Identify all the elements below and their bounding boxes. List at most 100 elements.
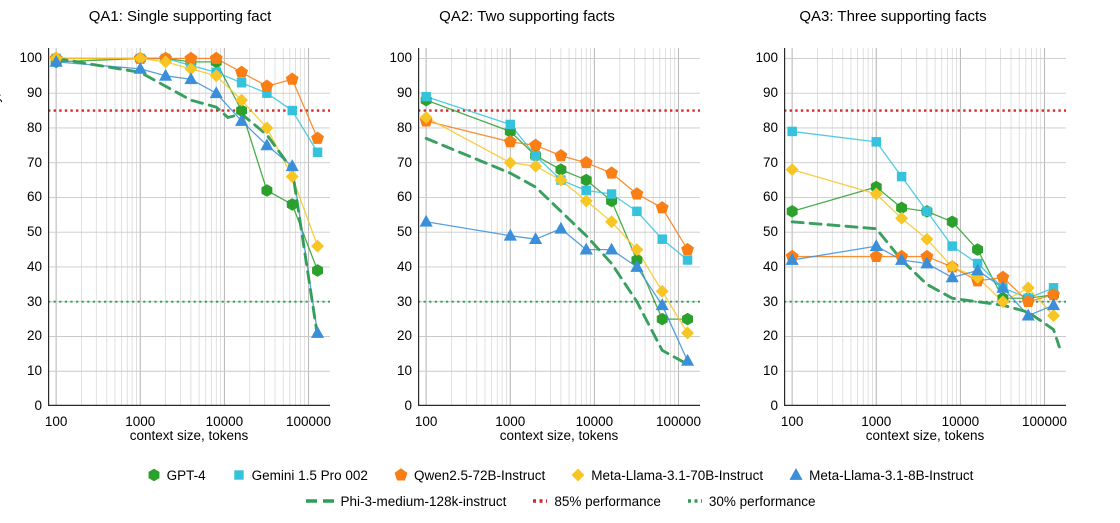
x-axis-label-qa3: context size, tokens <box>865 428 985 443</box>
y-tick-label: 90 <box>26 85 42 101</box>
series-markers <box>785 239 1061 321</box>
series-line <box>425 221 689 362</box>
y-tick-label: 30 <box>396 293 412 309</box>
y-tick-label: 60 <box>762 189 778 205</box>
series-markers <box>49 54 325 338</box>
series-line <box>791 169 1055 317</box>
x-tick-label: 1000 <box>495 414 526 429</box>
y-tick-label: 10 <box>26 363 42 379</box>
legend-label: GPT-4 <box>166 467 206 483</box>
y-tick-label: 40 <box>26 258 42 274</box>
x-axis-label-qa2: context size, tokens <box>499 428 619 443</box>
pentagon-icon <box>394 468 408 481</box>
legend-item-meta-llama-3-1-8b-instruct[interactable]: Meta-Llama-3.1-8B-Instruct <box>789 468 973 483</box>
panel-qa1: QA1: Single supporting fact accuracy, % … <box>0 0 360 455</box>
dotted-line-icon <box>533 499 548 503</box>
square-icon <box>233 470 244 480</box>
series-line <box>790 220 1061 349</box>
legend-item-qwen2-5-72b-instruct[interactable]: Qwen2.5-72B-Instruct <box>394 468 545 483</box>
y-tick-label: 70 <box>26 154 42 170</box>
grid-major-x <box>55 48 310 406</box>
plot-area-qa1: 0 10 20 30 40 50 60 70 80 90 100 100 1000 10000 100000 <box>19 48 331 428</box>
y-tick-label: 50 <box>396 224 412 240</box>
y-tick-label: 80 <box>26 119 42 135</box>
legend-item-85-performance[interactable]: 85% performance <box>532 494 661 509</box>
x-tick-label: 100000 <box>1021 414 1068 429</box>
x-tick-label: 100000 <box>285 414 332 429</box>
y-tick-label: 100 <box>19 50 42 66</box>
series-markers <box>786 180 1059 305</box>
legend-label: Meta-Llama-3.1-8B-Instruct <box>809 467 974 483</box>
plot-area-qa3: 0 10 20 30 40 50 60 70 80 90 100 100 1000 10000 100000 <box>755 48 1067 428</box>
y-tick-label: 0 <box>34 398 42 413</box>
y-tick-label: 20 <box>396 328 412 344</box>
legend-label: Phi-3-medium-128k-instruct <box>340 493 507 509</box>
legend-row-primary: GPT-4 Gemini 1.5 Pro 002 Qwen2.5-72B-Instr… <box>0 462 1120 488</box>
series-markers <box>419 111 695 340</box>
panel-qa3: QA3: Three supporting facts context size… <box>736 0 1096 455</box>
x-tick-label: 100 <box>44 414 68 429</box>
panel-qa1-title: QA1: Single supporting fact <box>88 8 272 25</box>
y-tick-label: 100 <box>755 50 778 66</box>
y-tick-label: 60 <box>396 189 412 205</box>
y-tick-label: 30 <box>26 293 42 309</box>
y-tick-label: 100 <box>389 50 412 66</box>
legend-item-gpt-4[interactable]: GPT-4 <box>147 468 206 483</box>
grid-major-x <box>425 48 680 406</box>
panel-qa3-title: QA3: Three supporting facts <box>799 8 987 25</box>
triangle-icon <box>789 468 803 480</box>
x-tick-label: 1000 <box>125 414 156 429</box>
series-markers <box>419 214 695 366</box>
y-tick-label: 70 <box>396 154 412 170</box>
y-tick-label: 60 <box>26 189 42 205</box>
y-tick-label: 10 <box>762 363 778 379</box>
grid-minor <box>425 48 679 406</box>
y-tick-label: 50 <box>26 224 42 240</box>
y-tick-label: 90 <box>396 85 412 101</box>
x-axis-label-qa1: context size, tokens <box>129 428 249 443</box>
legend-label: Qwen2.5-72B-Instruct <box>413 467 546 483</box>
series-line <box>425 116 689 334</box>
y-tick-label: 0 <box>770 398 778 413</box>
series-line <box>424 136 689 366</box>
x-tick-label: 100 <box>414 414 438 429</box>
panel-qa2-title: QA2: Two supporting facts <box>439 8 615 25</box>
x-tick-label: 10000 <box>941 414 980 429</box>
y-tick-label: 80 <box>396 119 412 135</box>
y-tick-label: 90 <box>762 85 778 101</box>
y-tick-label: 50 <box>762 224 778 240</box>
y-tick-label: 10 <box>396 363 412 379</box>
y-tick-label: 70 <box>762 154 778 170</box>
legend-label: 30% performance <box>708 493 816 509</box>
dashed-line-icon <box>305 499 334 503</box>
legend-label: Meta-Llama-3.1-70B-Instruct <box>591 467 764 483</box>
series-markers <box>50 52 323 277</box>
series-line <box>54 56 319 338</box>
legend-row-reference: Phi-3-medium-128k-instruct 85% performanc… <box>0 488 1120 514</box>
diamond-icon <box>571 468 585 482</box>
legend-item-meta-llama-3-1-70b-instruct[interactable]: Meta-Llama-3.1-70B-Instruct <box>571 468 763 483</box>
legend: GPT-4 Gemini 1.5 Pro 002 Qwen2.5-72B-Instr… <box>0 462 1120 520</box>
hexagon-icon <box>148 468 160 482</box>
y-tick-label: 80 <box>762 119 778 135</box>
legend-item-phi-3-medium-128k-instruct[interactable]: Phi-3-medium-128k-instruct <box>305 493 507 509</box>
y-tick-label: 40 <box>762 258 778 274</box>
grid-minor <box>55 48 309 406</box>
series-line <box>55 57 319 153</box>
legend-item-gemini-1-5-pro-002[interactable]: Gemini 1.5 Pro 002 <box>232 468 368 483</box>
x-tick-label: 10000 <box>575 414 614 429</box>
x-tick-label: 1000 <box>861 414 892 429</box>
series-line <box>425 99 689 320</box>
plot-area-qa2: 0 10 20 30 40 50 60 70 80 90 100 100 1000 10000 100000 <box>389 48 701 428</box>
dotted-line-icon <box>687 499 702 503</box>
x-tick-label: 100 <box>780 414 804 429</box>
legend-item-30-performance[interactable]: 30% performance <box>687 493 816 509</box>
series-line <box>55 57 319 272</box>
legend-label: 85% performance <box>554 493 661 509</box>
y-tick-label: 0 <box>404 398 412 413</box>
x-tick-label: 100000 <box>655 414 702 429</box>
y-tick-label: 20 <box>762 328 778 344</box>
series-markers <box>787 126 1059 303</box>
x-tick-label: 10000 <box>205 414 244 429</box>
